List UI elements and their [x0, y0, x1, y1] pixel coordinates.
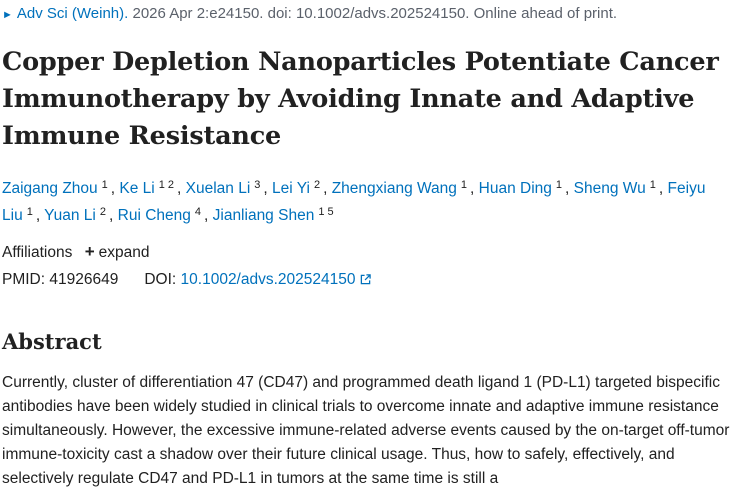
author-link[interactable]: Huan Ding: [478, 180, 552, 197]
pmid-label: PMID:: [2, 271, 46, 288]
affiliation-number[interactable]: 4: [194, 206, 201, 218]
author-link[interactable]: Sheng Wu: [573, 180, 646, 197]
author-item: Huan Ding 1: [478, 179, 565, 198]
affiliation-number[interactable]: 1: [318, 206, 325, 218]
affiliation-number[interactable]: 1: [460, 179, 468, 191]
author-separator: ,: [263, 180, 273, 197]
doi-value: 10.1002/advs.202524150: [180, 271, 356, 288]
abstract-heading: Abstract: [2, 329, 102, 354]
author-separator: ,: [323, 180, 332, 197]
abstract-text: Currently, cluster of differentiation 47…: [2, 374, 730, 487]
author-list: Zaigang Zhou 1, Ke Li 1 2, Xuelan Li 3, Lei …: [2, 175, 747, 229]
author-separator: ,: [109, 207, 118, 224]
affiliation-number[interactable]: 1: [649, 179, 656, 191]
author-separator: ,: [565, 180, 574, 197]
affiliations-expand-button[interactable]: + expand: [84, 242, 150, 261]
author-item: Jianliang Shen 1 5: [212, 206, 337, 225]
affiliation-number[interactable]: 2: [99, 206, 106, 218]
author-item: Feiyu Liu 1: [2, 180, 705, 224]
author-item: Yuan Li 2: [44, 206, 109, 225]
author-separator: ,: [204, 207, 213, 224]
affiliation-number[interactable]: 1: [158, 179, 165, 191]
author-item: Xuelan Li 3: [185, 179, 264, 198]
author-affiliation-numbers: 3: [254, 179, 263, 191]
plus-icon: +: [84, 242, 95, 261]
author-link[interactable]: Yuan Li: [44, 207, 96, 224]
affiliation-number[interactable]: 3: [254, 179, 261, 191]
author-affiliation-numbers: 1: [556, 179, 565, 191]
author-affiliation-numbers: 4: [195, 206, 204, 218]
pmid-value: 41926649: [49, 271, 119, 288]
expand-label: expand: [98, 244, 150, 261]
author-link[interactable]: Zaigang Zhou: [2, 180, 98, 197]
author-item: Ke Li 1 2: [119, 179, 177, 198]
author-item: Lei Yi 2: [272, 179, 323, 198]
citation-line: ► Adv Sci (Weinh). 2026 Apr 2:e24150. doi…: [2, 4, 617, 25]
author-item: Sheng Wu 1: [573, 179, 659, 198]
author-affiliation-numbers: 2: [100, 206, 109, 218]
author-item: Zhengxiang Wang 1: [331, 179, 470, 198]
author-link[interactable]: Jianliang Shen: [212, 207, 315, 224]
article-title: Copper Depletion Nanoparticles Potentiat…: [2, 47, 719, 151]
author-link[interactable]: Lei Yi: [272, 180, 310, 197]
identifiers-row: PMID: 41926649 DOI: 10.1002/advs.20252415…: [2, 269, 371, 291]
author-affiliation-numbers: 2: [314, 179, 323, 191]
author-separator: ,: [177, 180, 186, 197]
author-link[interactable]: Ke Li: [119, 180, 155, 197]
chevron-right-icon[interactable]: ►: [2, 9, 13, 21]
author-affiliation-numbers: 1: [27, 206, 36, 218]
author-separator: ,: [35, 207, 45, 224]
journal-link[interactable]: Adv Sci (Weinh).: [16, 5, 129, 22]
doi-label: DOI:: [144, 271, 177, 288]
author-separator: ,: [110, 180, 120, 197]
external-link-icon: [360, 274, 371, 285]
author-link[interactable]: Rui Cheng: [117, 207, 191, 224]
author-separator: ,: [658, 180, 668, 197]
author-affiliation-numbers: 1: [102, 179, 111, 191]
affiliations-row: Affiliations + expand: [2, 241, 149, 264]
author-link[interactable]: Zhengxiang Wang: [331, 180, 457, 197]
affiliation-number[interactable]: 1: [555, 179, 563, 191]
citation-details: 2026 Apr 2:e24150. doi: 10.1002/advs.202…: [132, 5, 618, 22]
affiliation-number[interactable]: 1: [26, 206, 33, 218]
author-affiliation-numbers: 1: [461, 179, 470, 191]
author-affiliation-numbers: 1: [650, 179, 659, 191]
affiliations-label: Affiliations: [2, 244, 73, 261]
affiliation-number[interactable]: 2: [167, 179, 174, 191]
affiliation-number[interactable]: 2: [313, 179, 321, 191]
author-separator: ,: [470, 180, 479, 197]
author-item: Rui Cheng 4: [117, 206, 204, 225]
affiliation-number[interactable]: 1: [101, 179, 108, 191]
doi-link[interactable]: 10.1002/advs.202524150: [181, 271, 371, 288]
author-link[interactable]: Xuelan Li: [185, 180, 251, 197]
author-link[interactable]: Feiyu Liu: [2, 180, 706, 224]
author-item: Zaigang Zhou 1: [2, 179, 111, 198]
affiliation-number[interactable]: 5: [327, 206, 334, 218]
